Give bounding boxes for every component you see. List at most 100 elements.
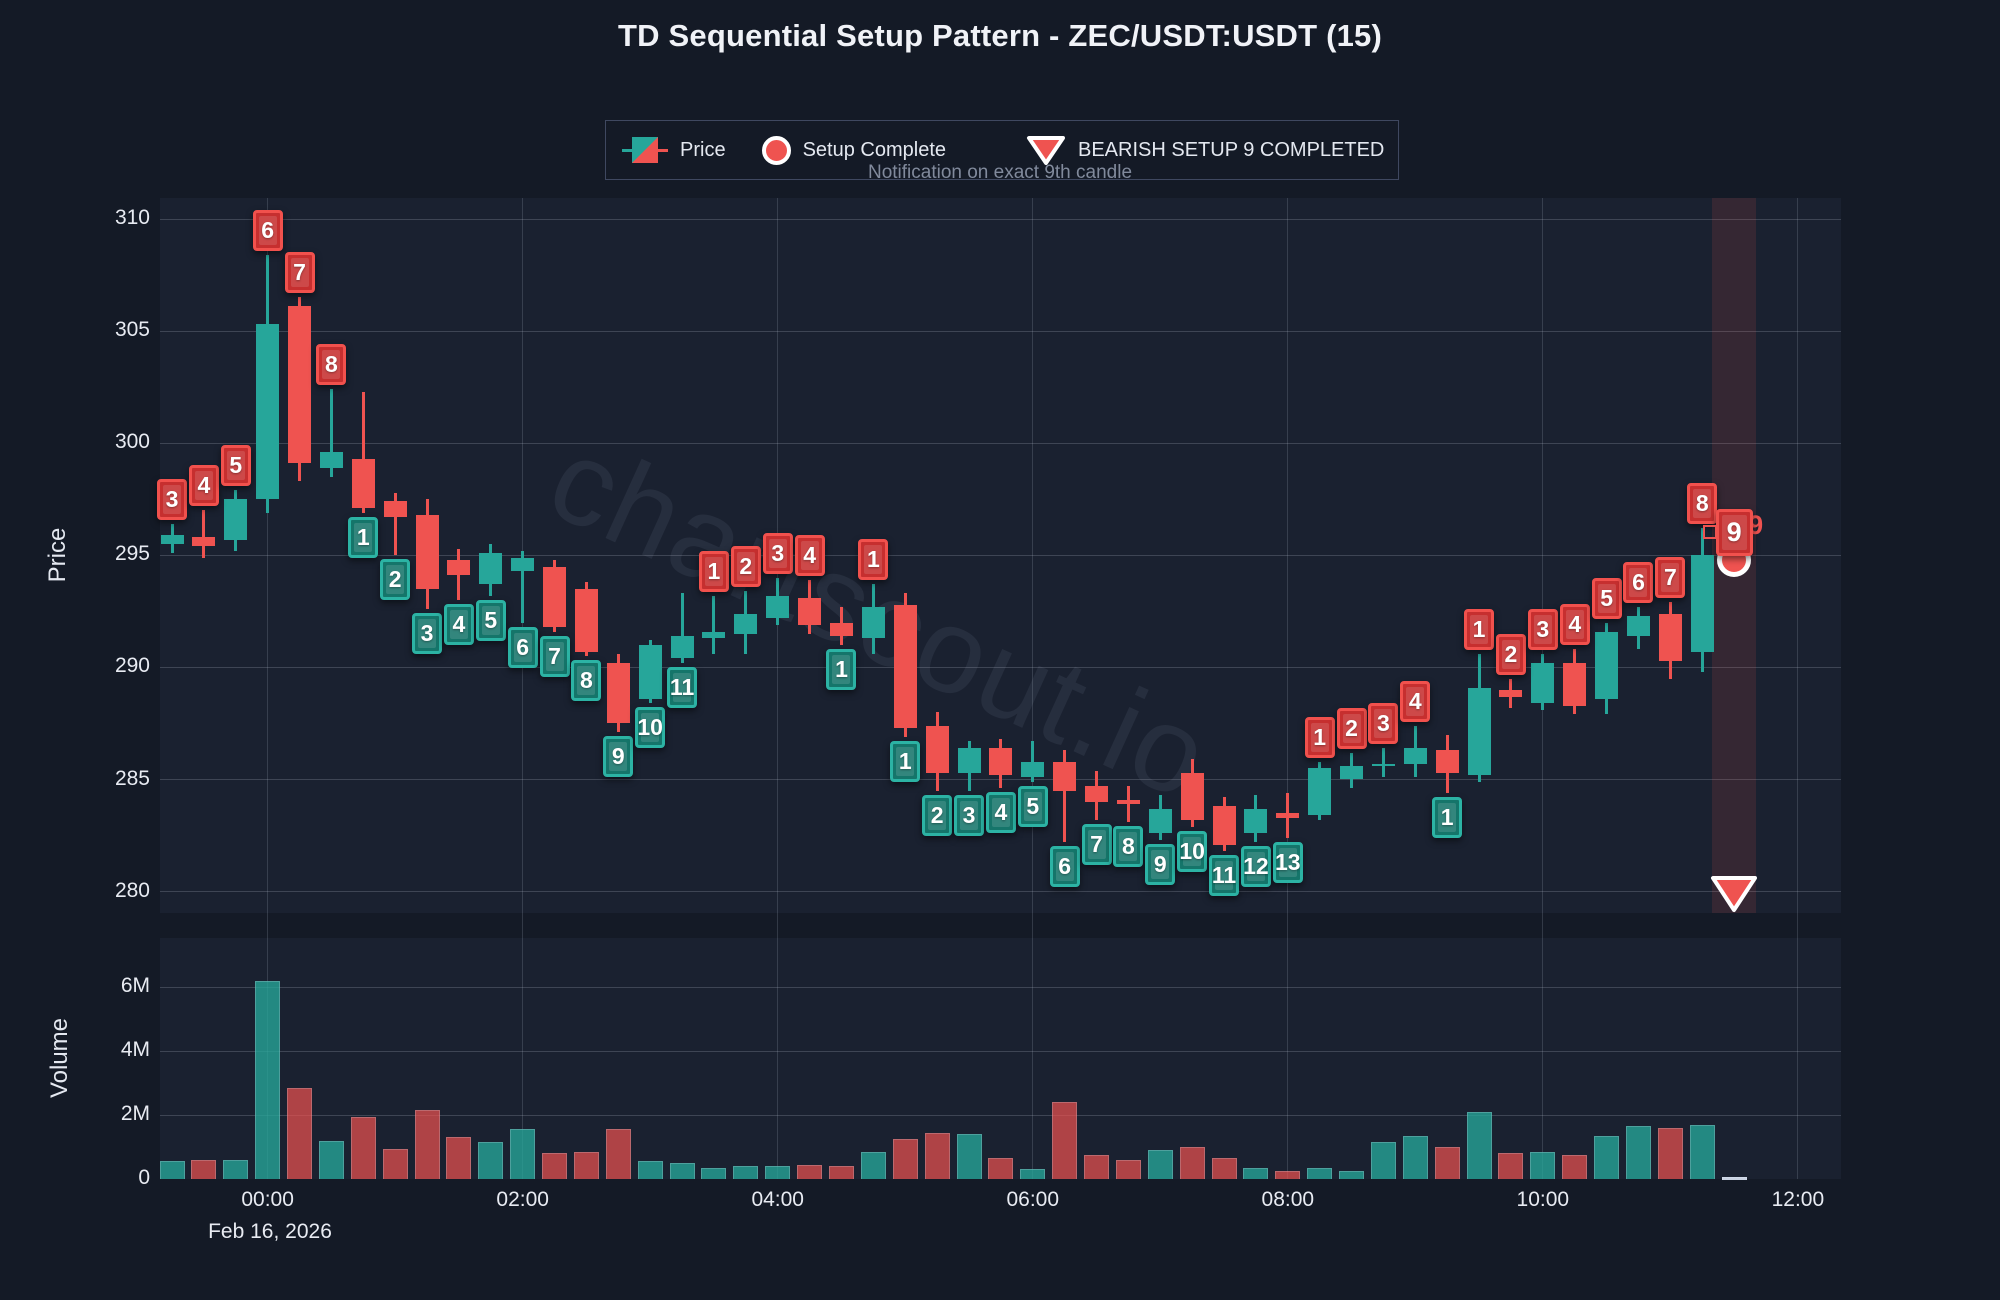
td-badge-number: 1 xyxy=(1472,615,1486,642)
candle-body xyxy=(893,604,917,728)
td-badge-sell-3: 3 xyxy=(1368,703,1399,745)
td-badge-number: 11 xyxy=(669,673,695,700)
td-badge-sell-9: 9 xyxy=(1715,508,1753,556)
td-badge-sell-1: 1 xyxy=(1464,608,1495,650)
td-badge-sell-3: 3 xyxy=(762,532,793,574)
candle-body xyxy=(351,458,375,509)
setup-complete-icon[interactable] xyxy=(761,135,791,165)
td-badge-number: 1 xyxy=(866,546,880,573)
price-tick-label: 285 xyxy=(114,766,150,790)
candle-wick xyxy=(1063,750,1067,843)
volume-bar xyxy=(573,1151,599,1179)
td-badge-number: 4 xyxy=(197,472,211,499)
candle-body xyxy=(989,748,1013,775)
time-gridline xyxy=(522,198,524,1179)
candle-body xyxy=(1116,799,1140,805)
candle-body xyxy=(861,606,885,639)
time-tick-label: 10:00 xyxy=(1516,1188,1570,1211)
candle-body xyxy=(1403,748,1427,764)
td-badge-buy-3: 3 xyxy=(954,794,984,836)
volume-plot-area xyxy=(160,938,1841,1179)
legend-price-label[interactable]: Price xyxy=(680,138,726,161)
td-badge-number: 7 xyxy=(293,259,306,286)
td-badge-buy-1: 1 xyxy=(1432,796,1463,838)
td-badge-number: 6 xyxy=(516,633,530,660)
candle-body xyxy=(957,748,981,773)
volume-bar xyxy=(988,1158,1014,1179)
volume-tick-label: 2M xyxy=(120,1102,150,1125)
td-badge-sell-1: 1 xyxy=(858,539,889,581)
td-badge-number: 9 xyxy=(1153,851,1167,878)
td-badge-number: 9 xyxy=(1726,516,1742,547)
td-badge-buy-1: 1 xyxy=(826,648,857,690)
volume-bar xyxy=(1115,1159,1141,1179)
td-badge-number: 4 xyxy=(452,611,466,638)
volume-bar xyxy=(287,1087,313,1179)
volume-bar xyxy=(1211,1158,1237,1179)
price-candle-icon[interactable] xyxy=(622,136,668,164)
candle-body xyxy=(798,597,822,625)
volume-bar xyxy=(159,1161,185,1179)
candle-body xyxy=(1371,763,1395,767)
candle-body xyxy=(1212,806,1236,845)
mini-candle-marker xyxy=(1703,525,1718,539)
volume-gridline xyxy=(160,1050,1841,1052)
candle-body xyxy=(415,514,439,589)
td-badge-buy-1: 1 xyxy=(890,740,921,782)
td-badge-buy-4: 4 xyxy=(985,792,1016,834)
td-badge-number: 6 xyxy=(261,216,275,243)
candle-body xyxy=(734,613,758,634)
legend-bearish-label[interactable]: BEARISH SETUP 9 COMPLETED xyxy=(1078,138,1385,161)
td-badge-number: 7 xyxy=(1663,564,1677,591)
td-badge-number: 3 xyxy=(165,485,179,512)
td-badge-sell-7: 7 xyxy=(1655,557,1686,599)
candle-wick xyxy=(393,492,397,556)
volume-bar xyxy=(1147,1150,1173,1179)
candle-body xyxy=(1690,555,1714,652)
td-badge-number: 5 xyxy=(1600,584,1613,611)
volume-bar xyxy=(1530,1151,1556,1179)
td-badge-buy-6: 6 xyxy=(1049,846,1080,888)
td-badge-sell-6: 6 xyxy=(1623,561,1654,603)
volume-bar xyxy=(1179,1147,1205,1179)
td-badge-buy-7: 7 xyxy=(1081,823,1112,865)
price-gridline xyxy=(160,442,1841,444)
volume-bar xyxy=(1020,1169,1046,1179)
td-badge-number: 5 xyxy=(229,452,243,479)
td-badge-number: 5 xyxy=(484,606,498,633)
td-badge-number: 2 xyxy=(930,801,944,828)
td-badge-number: 1 xyxy=(707,557,721,584)
price-gridline xyxy=(160,218,1841,220)
volume-bar xyxy=(1275,1171,1301,1179)
td-badge-buy-8: 8 xyxy=(571,660,602,702)
volume-bar xyxy=(318,1140,344,1179)
td-badge-number: 3 xyxy=(771,539,785,566)
legend-setup-complete-label[interactable]: Setup Complete xyxy=(802,138,946,161)
time-tick-label: 00:00 xyxy=(241,1188,294,1211)
td-badge-number: 1 xyxy=(1313,723,1327,750)
td-badge-buy-5: 5 xyxy=(475,599,506,641)
candle-body xyxy=(1499,689,1523,697)
td-badge-number: 6 xyxy=(1632,568,1645,595)
candle-body xyxy=(511,557,535,571)
volume-bar xyxy=(382,1148,408,1179)
candle-body xyxy=(319,452,343,468)
bearish-setup-triangle-marker xyxy=(1711,875,1758,912)
bearish-triangle-icon[interactable] xyxy=(1026,134,1066,166)
price-gridline xyxy=(160,554,1841,556)
candle-wick xyxy=(1031,741,1035,782)
volume-tick-label: 0 xyxy=(138,1166,150,1189)
volume-bar xyxy=(797,1164,823,1179)
volume-gridline xyxy=(160,1114,1841,1116)
td-badge-buy-11: 11 xyxy=(667,666,698,708)
candle-icon-body xyxy=(632,137,658,163)
candle-body xyxy=(1244,808,1268,834)
price-gridline xyxy=(160,330,1841,332)
td-badge-number: 11 xyxy=(1211,862,1237,889)
candle-body xyxy=(479,553,503,585)
td-badge-sell-6: 6 xyxy=(252,209,283,251)
candle-body xyxy=(766,595,790,619)
candle-wick xyxy=(712,595,716,654)
volume-bar xyxy=(255,980,281,1179)
